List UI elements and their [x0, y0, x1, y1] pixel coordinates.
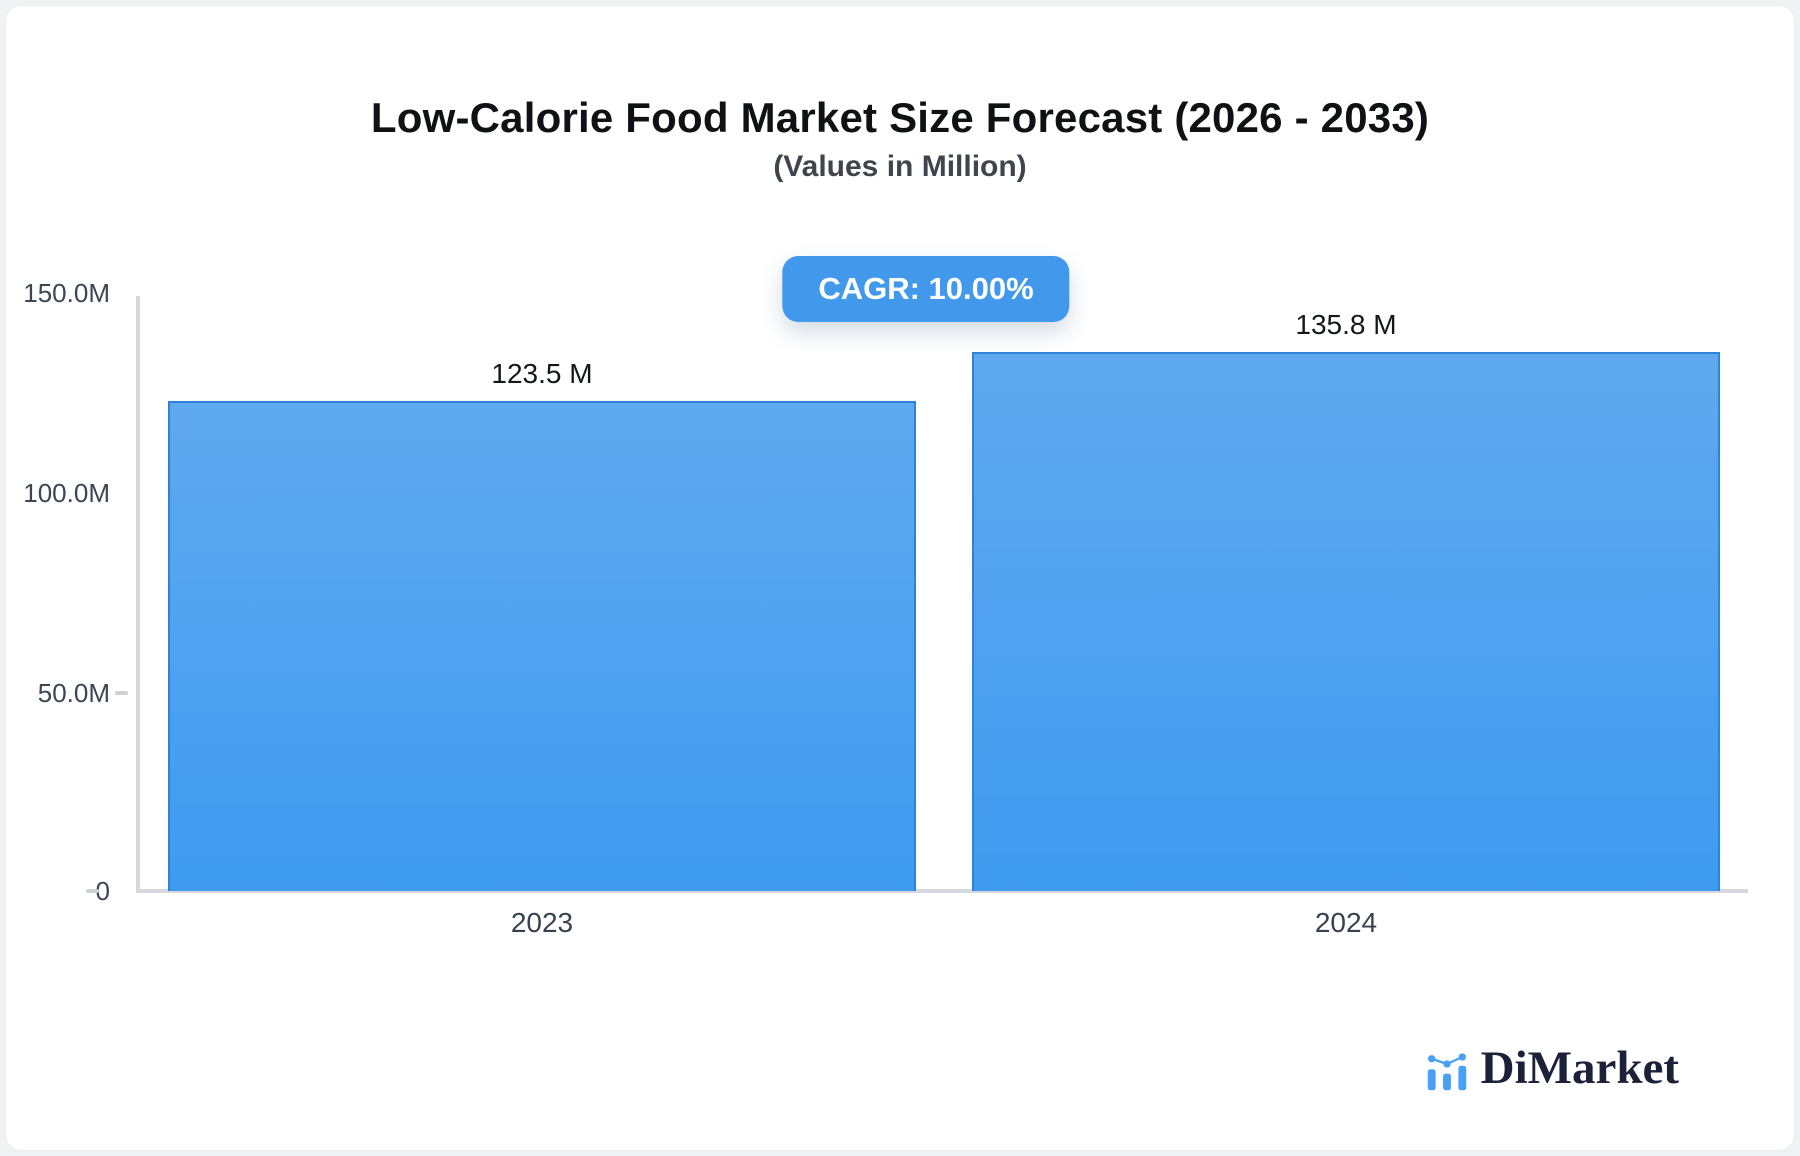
dimarket-logo: DiMarket	[1426, 1045, 1679, 1092]
chart-subtitle: (Values in Million)	[773, 150, 1027, 183]
y-axis-line	[136, 296, 140, 893]
chart-title: Low-Calorie Food Market Size Forecast (2…	[370, 94, 1430, 141]
cagr-badge: CAGR: 10.00%	[782, 256, 1070, 322]
bar[interactable]	[972, 352, 1720, 891]
x-axis-labels: 2023 2024	[140, 907, 1748, 939]
x-axis-line	[136, 889, 1748, 893]
x-axis-label: 2023	[510, 907, 574, 938]
y-axis-tick-mark	[86, 889, 99, 893]
dimarket-bar-chart-logo-icon	[1427, 1053, 1466, 1091]
bar-slot-2023: 123.5 M	[140, 296, 944, 891]
dimarket-logo-text: DiMarket	[1480, 1042, 1679, 1094]
bar[interactable]	[168, 401, 916, 891]
y-axis-label: 0	[95, 876, 110, 906]
bar-slot-2024: 135.8 M	[944, 296, 1748, 891]
y-axis-label: 100.0M	[23, 478, 110, 508]
y-axis-label: 150.0M	[23, 278, 110, 308]
y-axis-tick-mark	[115, 691, 128, 695]
bar-value-label: 123.5 M	[491, 358, 593, 390]
plot-area: 123.5 M 135.8 M	[140, 296, 1748, 891]
chart-card: Low-Calorie Food Market Size Forecast (2…	[5, 5, 1795, 1151]
y-axis-label: 50.0M	[37, 678, 110, 708]
x-axis-label: 2024	[1314, 907, 1378, 938]
bar-value-label: 135.8 M	[1295, 309, 1397, 341]
